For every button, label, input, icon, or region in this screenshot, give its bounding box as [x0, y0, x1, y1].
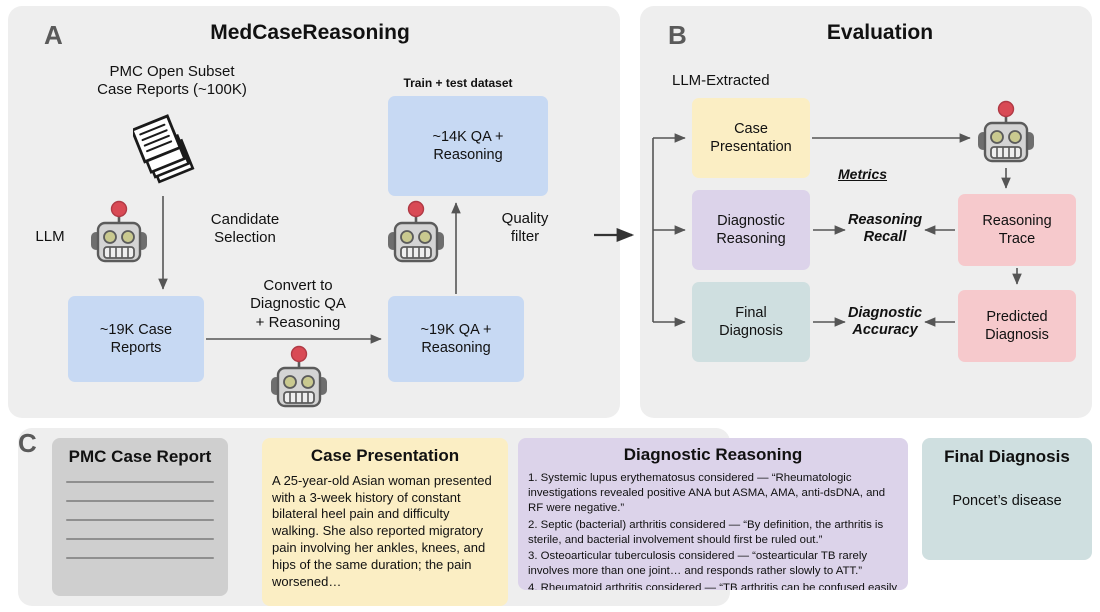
diagnostic-reasoning-list: 1. Systemic lupus erythematosus consider… — [528, 471, 898, 590]
reasoning-item: 3. Osteoarticular tuberculosis considere… — [528, 550, 868, 578]
box-reasoning-trace: Reasoning Trace — [958, 194, 1076, 266]
pmc-source-label: PMC Open Subset Case Reports (~100K) — [97, 63, 247, 99]
card-case-presentation: Case Presentation A 25-year-old Asian wo… — [262, 438, 508, 606]
panel-b-letter: B — [668, 20, 687, 50]
card-diagnostic-reasoning: Diagnostic Reasoning 1. Systemic lupus e… — [518, 438, 908, 590]
card-title-pmc-case-report: PMC Case Report — [68, 447, 212, 466]
panel-c-letter: C — [18, 428, 37, 458]
robot-icon — [88, 200, 150, 273]
robot-icon-convert — [268, 345, 330, 418]
placeholder-text-lines — [52, 480, 228, 559]
card-title-case-presentation: Case Presentation — [310, 446, 460, 465]
train-test-dataset-label: Train + test dataset — [403, 76, 513, 90]
panel-b-title: Evaluation — [826, 21, 934, 44]
box-final-diagnosis: Final Diagnosis — [692, 282, 810, 362]
panel-a-letter: A — [44, 20, 63, 50]
llm-label: LLM — [35, 228, 65, 245]
card-title-final-diagnosis: Final Diagnosis — [944, 447, 1070, 466]
robot-icon-quality — [385, 200, 447, 273]
card-pmc-case-report: PMC Case Report — [52, 438, 228, 596]
candidate-selection-label: Candidate Selection — [210, 211, 280, 247]
document-stack-icon — [130, 106, 203, 193]
final-diagnosis-value: Poncet’s disease — [952, 492, 1062, 509]
box-19k-case-reports: ~19K Case Reports — [68, 296, 204, 382]
card-title-diagnostic-reasoning: Diagnostic Reasoning — [623, 445, 803, 464]
reasoning-item: 4. Rheumatoid arthritis considered — “TB… — [528, 581, 898, 590]
reasoning-item: 2. Septic (bacterial) arthritis consider… — [528, 518, 884, 546]
metric-diagnostic-accuracy: Diagnostic Accuracy — [847, 305, 923, 339]
llm-extracted-label: LLM-Extracted — [672, 72, 770, 89]
case-presentation-text: A 25-year-old Asian woman presented with… — [272, 472, 492, 590]
robot-icon-evaluation — [975, 100, 1037, 173]
convert-to-qa-label: Convert to Diagnostic QA + Reasoning — [250, 277, 346, 331]
reasoning-item: 1. Systemic lupus erythematosus consider… — [528, 471, 886, 515]
box-predicted-diagnosis: Predicted Diagnosis — [958, 290, 1076, 362]
metric-reasoning-recall: Reasoning Recall — [847, 212, 923, 246]
metrics-label: Metrics — [838, 166, 888, 182]
card-final-diagnosis: Final Diagnosis Poncet’s disease — [922, 438, 1092, 560]
box-diagnostic-reasoning: Diagnostic Reasoning — [692, 190, 810, 270]
quality-filter-label: Quality filter — [501, 210, 549, 246]
panel-a-title: MedCaseReasoning — [210, 21, 410, 44]
box-case-presentation: Case Presentation — [692, 98, 810, 178]
box-19k-qa-reasoning: ~19K QA + Reasoning — [388, 296, 524, 382]
box-14k-qa-reasoning: ~14K QA + Reasoning — [388, 96, 548, 196]
